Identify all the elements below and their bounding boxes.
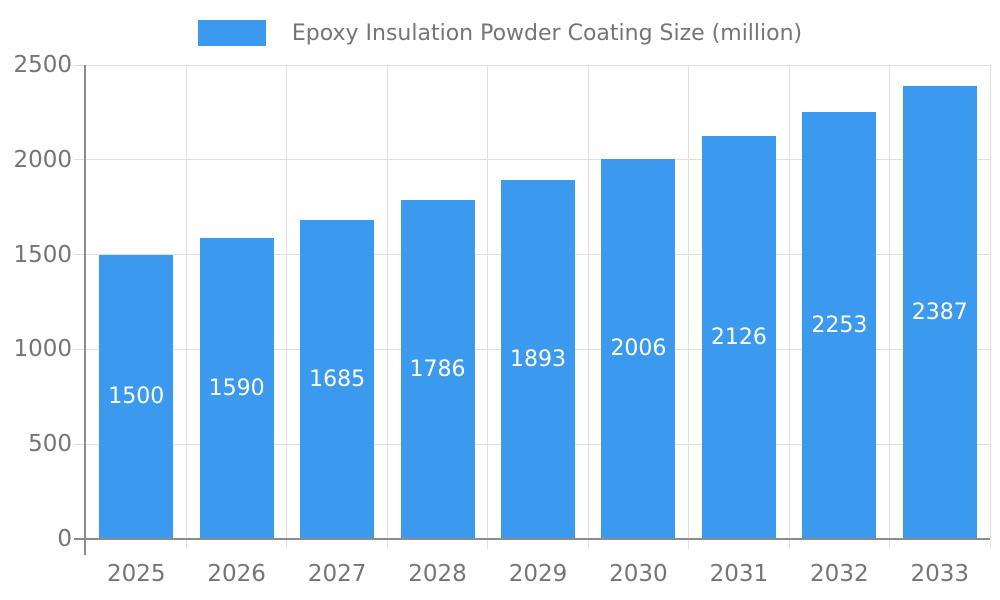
bar: 1685	[300, 219, 375, 539]
legend-swatch	[197, 20, 266, 46]
x-tick-label: 2028	[408, 561, 467, 587]
y-tick-label: 1000	[13, 336, 72, 363]
bar: 1500	[99, 254, 174, 539]
legend: Epoxy Insulation Powder Coating Size (mi…	[0, 19, 1000, 47]
x-axis-line	[74, 538, 990, 540]
bar: 1893	[501, 180, 575, 539]
x-tick-label: 2031	[709, 561, 769, 587]
bar: 1786	[400, 200, 475, 539]
gridline-v	[889, 65, 891, 549]
y-tick-label: 1500	[13, 241, 72, 268]
gridline-v	[587, 65, 589, 549]
bar: 2253	[802, 111, 877, 539]
bar-value-label: 1685	[309, 366, 366, 392]
gridline-h	[74, 159, 990, 161]
x-tick-label: 2033	[910, 561, 970, 587]
bar-value-label: 1786	[409, 357, 466, 383]
y-tick-label: 2000	[13, 146, 72, 173]
x-tick-label: 2027	[307, 561, 367, 587]
bar-value-label: 2126	[710, 324, 767, 350]
legend-label: Epoxy Insulation Powder Coating Size (mi…	[291, 20, 803, 46]
x-tick-label: 2030	[609, 561, 668, 587]
bar: 1590	[199, 237, 274, 539]
y-axis-line	[84, 65, 86, 555]
y-tick-label: 0	[57, 526, 72, 552]
bar: 2387	[902, 86, 977, 539]
plot-area: 1500 1590 1685 1786 1893 2006 2126 2253 2387	[74, 64, 991, 549]
gridline-h	[74, 64, 990, 66]
bar: 2126	[701, 135, 776, 539]
bar-value-label: 2387	[911, 300, 968, 326]
gridline-v	[185, 65, 187, 549]
bar-value-label: 2253	[811, 312, 868, 338]
x-tick-label: 2025	[106, 561, 166, 587]
bar-value-label: 2006	[610, 336, 667, 362]
gridline-v	[487, 65, 489, 549]
x-tick-label: 2026	[207, 561, 266, 587]
gridline-v	[989, 65, 991, 549]
bar: 2006	[601, 158, 676, 539]
x-tick-label: 2032	[810, 561, 869, 587]
bar-value-label: 1893	[510, 347, 566, 373]
bar-value-label: 1590	[208, 375, 265, 401]
gridline-v	[286, 65, 288, 549]
bar-value-label: 1500	[108, 384, 165, 410]
gridline-v	[688, 65, 690, 549]
gridline-v	[386, 65, 388, 549]
x-tick-label: 2029	[508, 561, 568, 587]
y-tick-label: 500	[28, 431, 72, 458]
gridline-v	[788, 65, 790, 549]
y-tick-label: 2500	[13, 52, 72, 78]
